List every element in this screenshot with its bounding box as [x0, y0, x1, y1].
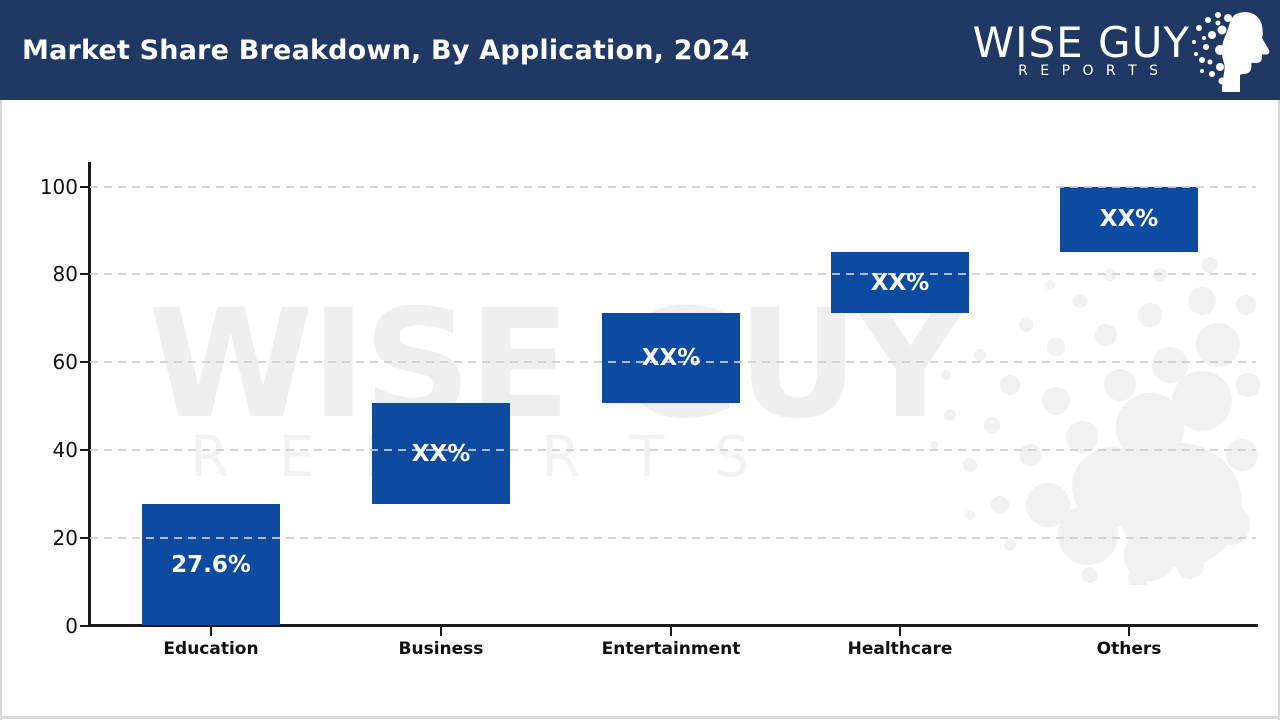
- x-axis-tick: [210, 627, 212, 636]
- y-axis-tick: [80, 361, 89, 364]
- gridline: [90, 361, 1256, 364]
- bar-value-label: 27.6%: [171, 551, 251, 578]
- y-axis-tick: [80, 185, 89, 188]
- bar-value-label: XX%: [641, 345, 701, 372]
- y-axis-tick-label: 100: [39, 174, 78, 199]
- bar-value-label: XX%: [411, 440, 471, 467]
- y-axis-tick-label: 60: [52, 350, 78, 375]
- gridline: [90, 273, 1256, 276]
- y-axis-tick-label: 80: [52, 262, 78, 287]
- waterfall-bar: [602, 312, 740, 404]
- chart-area: WISE GUY R E P O R T S 02040608010027.6%…: [0, 100, 1280, 720]
- y-axis-tick-label: 0: [65, 613, 78, 638]
- watermark-wordmark: WISE GUY: [148, 278, 965, 452]
- x-axis-category-label: Others: [1096, 639, 1162, 659]
- bar-value-label: XX%: [1099, 206, 1159, 233]
- bar-value-label: XX%: [870, 269, 930, 296]
- gridline: [90, 185, 1256, 188]
- y-axis-tick: [80, 624, 89, 627]
- page-title: Market Share Breakdown, By Application, …: [22, 34, 750, 66]
- gridline: [90, 536, 1256, 539]
- x-axis-tick: [670, 627, 672, 636]
- x-axis-category-label: Entertainment: [601, 639, 741, 659]
- y-axis-line: [88, 162, 91, 627]
- logo-wordmark: WISE GUY: [972, 18, 1190, 67]
- x-axis-tick: [899, 627, 901, 636]
- x-axis-tick: [440, 627, 442, 636]
- head-dots-icon: [930, 257, 1260, 585]
- x-axis-tick: [1128, 627, 1130, 636]
- gridline: [90, 448, 1256, 451]
- frame-border-left: [0, 100, 2, 720]
- x-axis-category-label: Healthcare: [847, 639, 953, 659]
- wise-guy-logo: WISE GUY R E P O R T S: [973, 8, 1280, 92]
- waterfall-bar: [142, 504, 280, 626]
- waterfall-bar: [372, 403, 510, 505]
- x-axis-category-label: Business: [398, 639, 484, 659]
- face-profile-dots-icon: [1192, 12, 1270, 92]
- x-axis-category-label: Education: [163, 639, 259, 659]
- logo-text: WISE GUY R E P O R T S: [972, 18, 1190, 80]
- waterfall-bar: [1060, 186, 1198, 253]
- waterfall-bar: [831, 252, 969, 313]
- y-axis-tick-label: 40: [52, 437, 78, 462]
- frame-border-bottom: [0, 716, 1280, 719]
- y-axis-tick: [80, 536, 89, 539]
- y-axis-tick: [80, 448, 89, 451]
- frame-border-right: [1278, 100, 1280, 720]
- y-axis-tick: [80, 273, 89, 276]
- logo-subtitle: R E P O R T S: [1018, 63, 1162, 79]
- x-axis-line: [88, 624, 1258, 627]
- header-bar: Market Share Breakdown, By Application, …: [0, 0, 1280, 100]
- y-axis-tick-label: 20: [52, 525, 78, 550]
